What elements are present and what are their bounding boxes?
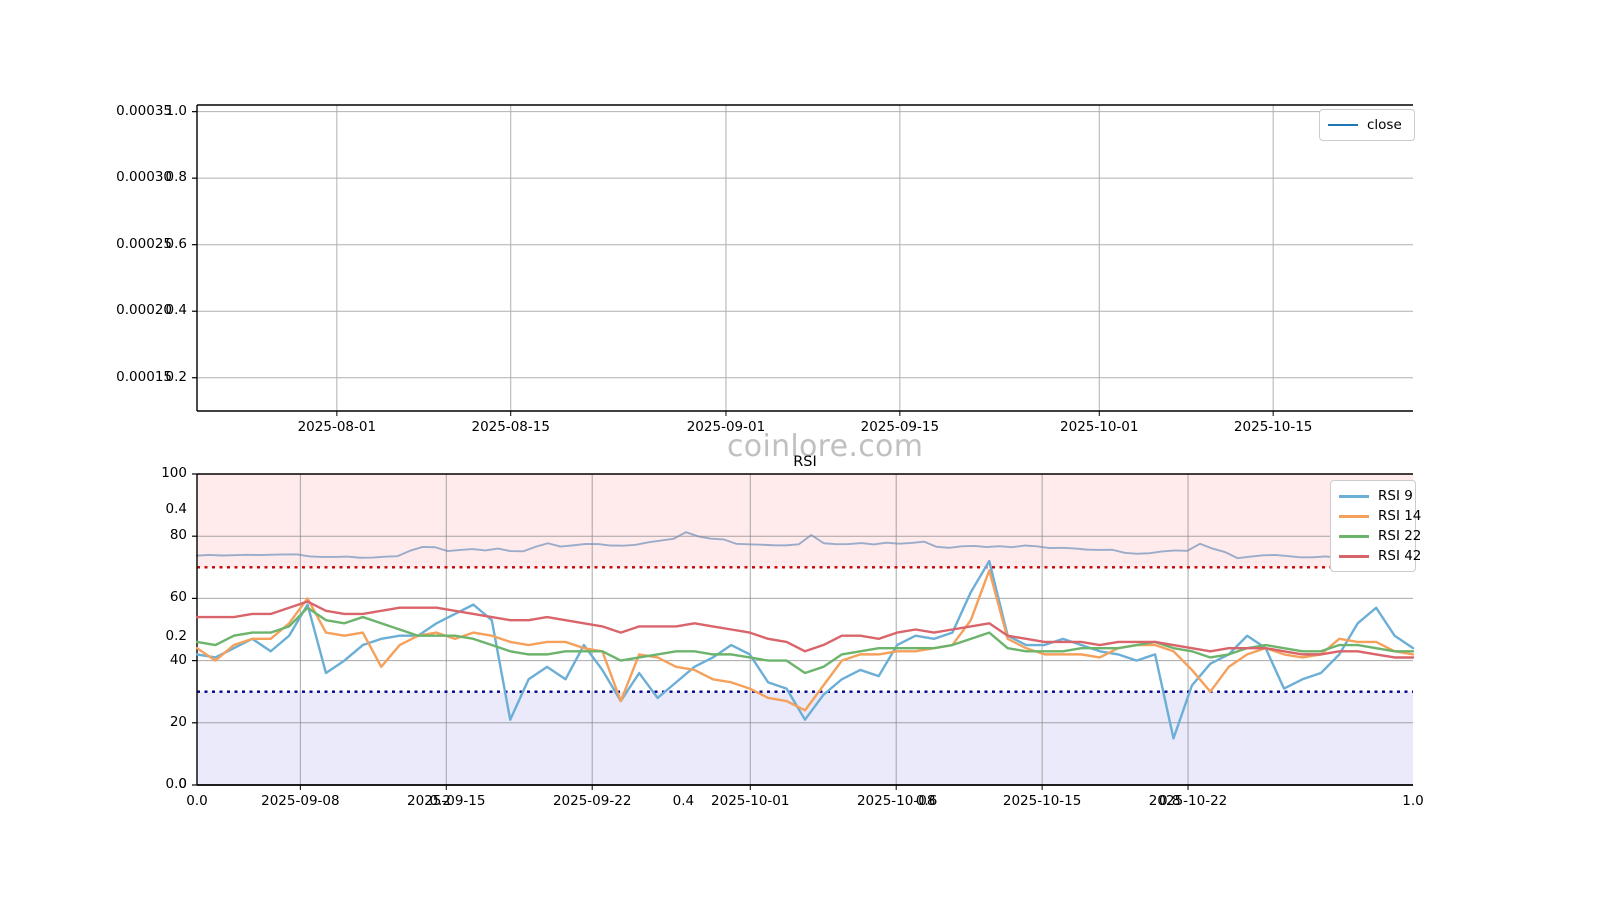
- rsi-line-rsi-22: [195, 606, 1415, 675]
- price-x-tick-label: 2025-10-15: [1233, 419, 1313, 435]
- price-y-tick-label: 0.00015: [116, 368, 172, 385]
- price-plot-area: [192, 104, 1414, 560]
- rsi-x-tick-label: 2025-09-15: [407, 793, 486, 809]
- price-y-tick-label-secondary: 0.8: [165, 169, 187, 186]
- rsi-x-tick-label-secondary: 0.8: [1159, 793, 1181, 809]
- price-x-tick-label: 2025-10-01: [1060, 419, 1139, 435]
- price-y-tick-label-secondary: 0.4: [165, 302, 187, 319]
- legend-item-rsi-22[interactable]: RSI 22: [1339, 526, 1421, 546]
- rsi-y-tick-label: 80: [169, 527, 187, 544]
- price-y-tick-label: 0.00035: [116, 102, 172, 119]
- rsi-panel-title: RSI: [793, 454, 817, 470]
- rsi-y-tick-label: 0: [178, 776, 187, 792]
- rsi-line-rsi-42: [195, 600, 1415, 659]
- rsi-x-tick-label: 2025-10-15: [1002, 793, 1082, 809]
- price-y-tick-label-secondary: 1.0: [165, 102, 187, 119]
- rsi-y-tick-label: 20: [169, 713, 187, 730]
- legend-item-label: RSI 22: [1378, 528, 1422, 544]
- rsi-legend: RSI 9 RSI 14 RSI 22 RSI 42: [1330, 480, 1421, 572]
- rsi-y-tick-label: 40: [169, 651, 187, 668]
- price-x-tick-label: 2025-09-01: [686, 419, 766, 435]
- legend-item-label: RSI 9: [1378, 488, 1413, 504]
- legend-swatch-icon: [1328, 124, 1358, 126]
- overbought-band: [197, 474, 1413, 568]
- rsi-y-tick-label: 100: [161, 465, 187, 481]
- legend-item-rsi-9[interactable]: RSI 9: [1339, 486, 1413, 506]
- rsi-line-rsi-14: [195, 569, 1415, 712]
- legend-item-rsi-14[interactable]: RSI 14: [1339, 506, 1421, 526]
- price-y-tick-label-secondary: 0.6: [165, 235, 187, 252]
- legend-item-close[interactable]: close: [1328, 115, 1405, 135]
- legend-swatch-icon: [1339, 534, 1369, 538]
- price-x-tick-label: 2025-09-15: [860, 419, 940, 435]
- legend-item-rsi-42[interactable]: RSI 42: [1339, 546, 1421, 566]
- legend-item-label: RSI 14: [1378, 508, 1422, 524]
- rsi-y-tick-label-secondary: 0.0: [165, 776, 187, 792]
- rsi-x-tick-label: 2025-10-08: [856, 793, 936, 809]
- watermark: coinlore.com: [727, 429, 924, 464]
- legend-swatch-icon: [1339, 514, 1369, 518]
- rsi-chart-panel: 100 80 60 40 20 0 0.4 0.2 0.0 2025-09-08 2025-09…: [0, 440, 1600, 900]
- price-legend: close: [1319, 109, 1415, 141]
- rsi-x-tick-label-secondary: 0.2: [429, 793, 451, 809]
- price-x-tick-label: 2025-08-01: [297, 419, 377, 435]
- legend-swatch-icon: [1339, 554, 1369, 558]
- legend-swatch-icon: [1339, 494, 1369, 498]
- rsi-y-tick-label: 60: [169, 589, 187, 606]
- price-chart-panel: 0.00035 0.00030 0.00025 0.00020 0.00015 1.0 0…: [0, 0, 1600, 560]
- rsi-x-tick-label: 2025-09-22: [552, 793, 632, 809]
- rsi-x-tick-label: 2025-10-01: [711, 793, 790, 809]
- price-x-tick-label: 2025-08-15: [471, 419, 550, 435]
- rsi-plot-area: [192, 473, 1415, 790]
- rsi-x-tick-label-secondary: 0.0: [186, 793, 208, 809]
- rsi-x-tick-label-secondary: 0.4: [672, 793, 695, 809]
- price-y-tick-label-secondary: 0.2: [165, 368, 187, 385]
- oversold-band: [197, 691, 1413, 785]
- price-y-tick-label: 0.00025: [116, 235, 172, 252]
- rsi-line-rsi-9: [195, 559, 1415, 740]
- legend-item-label: RSI 42: [1378, 548, 1422, 564]
- legend-item-label: close: [1367, 117, 1402, 133]
- rsi-x-tick-label: 2025-09-08: [261, 793, 340, 809]
- rsi-y-tick-label-secondary: 0.2: [165, 628, 187, 645]
- rsi-x-tick-label-secondary: 1.0: [1402, 793, 1424, 809]
- price-y-tick-label: 0.00020: [116, 302, 172, 319]
- price-y-tick-label: 0.00030: [116, 169, 172, 186]
- rsi-x-tick-label: 2025-10-22: [1148, 793, 1228, 809]
- rsi-y-tick-label-secondary: 0.4: [165, 500, 187, 517]
- rsi-x-tick-label-secondary: 0.6: [915, 793, 938, 809]
